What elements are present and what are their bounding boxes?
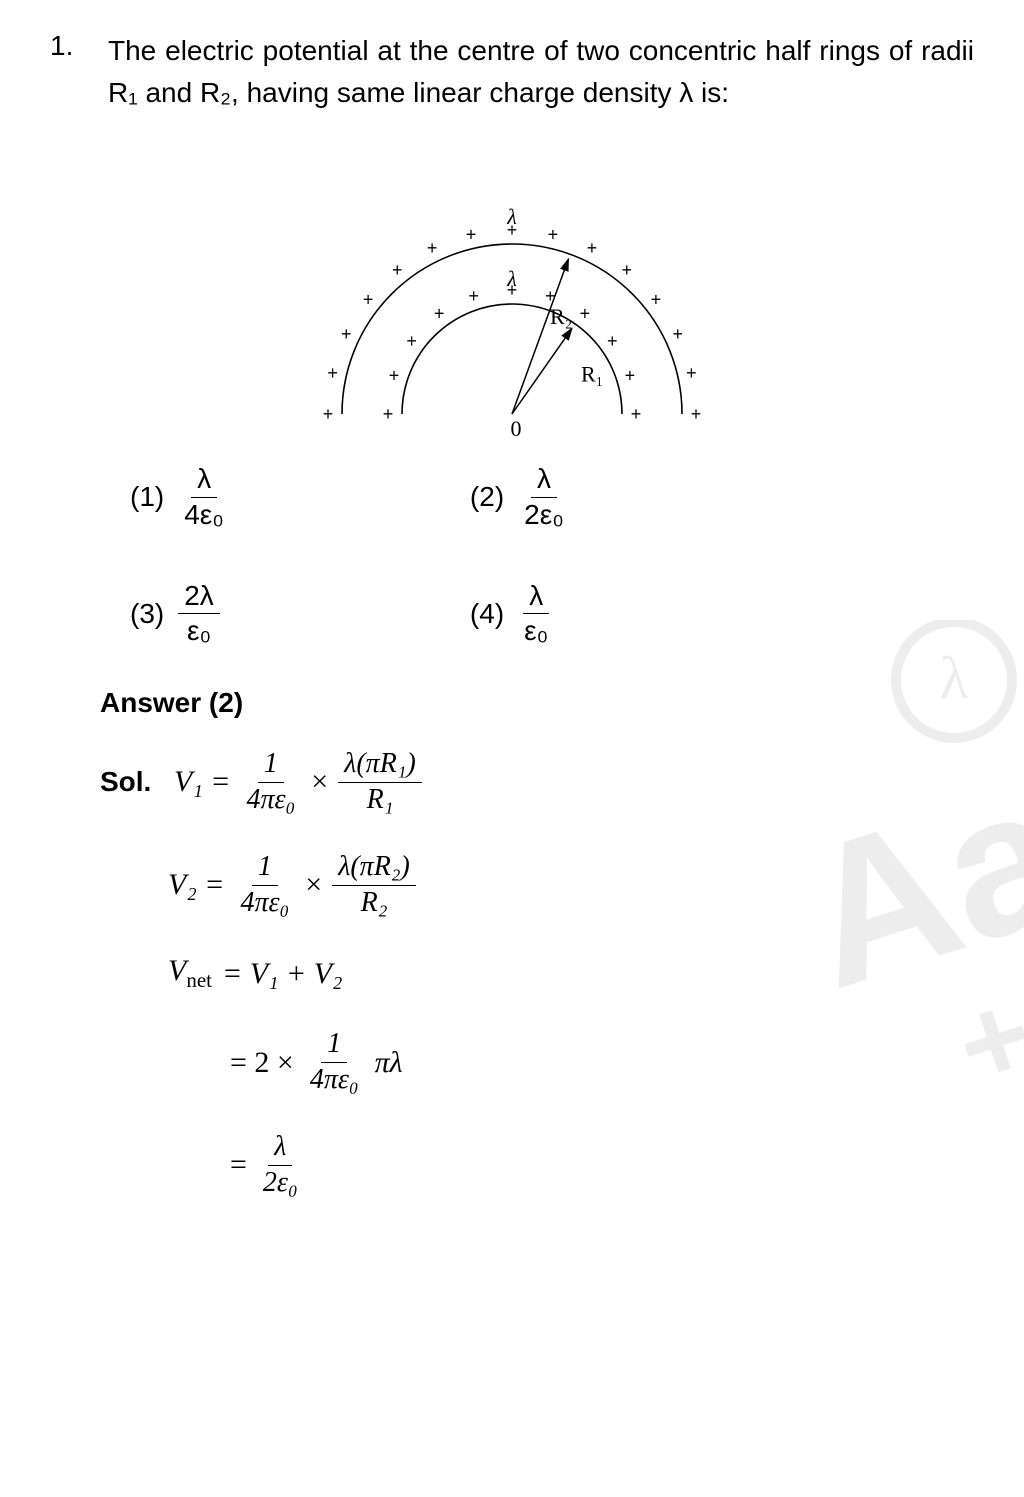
svg-text:+: +	[631, 404, 642, 424]
svg-text:+: +	[691, 404, 702, 424]
option-label: (4)	[470, 598, 504, 630]
option-fraction: 2λ ε₀	[178, 581, 220, 648]
svg-text:R₁: R₁	[581, 361, 603, 386]
solution-label: Sol.	[100, 766, 160, 798]
option-fraction: λ 4ε₀	[178, 464, 230, 531]
svg-text:+: +	[468, 286, 479, 306]
question-text: The electric potential at the centre of …	[108, 30, 974, 114]
svg-text:+: +	[548, 225, 559, 245]
svg-text:+: +	[580, 304, 591, 324]
diagram-container: ++++++++++++++++++++++++++R₁R₂λλ0	[50, 144, 974, 444]
option-1: (1) λ 4ε₀	[130, 464, 230, 531]
svg-text:+: +	[673, 324, 684, 344]
option-fraction: λ 2ε₀	[518, 464, 570, 531]
eq-v2: V₂ = 1 4πε₀ × λ(πR₂) R₂	[168, 852, 416, 919]
svg-text:+: +	[434, 304, 445, 324]
svg-text:+: +	[607, 331, 618, 351]
eq-final: = λ 2ε₀	[230, 1132, 304, 1199]
option-label: (3)	[130, 598, 164, 630]
options-grid: (1) λ 4ε₀ (3) 2λ ε₀ (2) λ 2ε₀ (4) λ	[130, 464, 974, 647]
svg-text:+: +	[686, 363, 697, 383]
option-fraction: λ ε₀	[518, 581, 554, 648]
svg-text:+: +	[625, 366, 636, 386]
half-rings-diagram: ++++++++++++++++++++++++++R₁R₂λλ0	[232, 144, 792, 444]
svg-text:+: +	[383, 404, 394, 424]
svg-text:0: 0	[511, 416, 522, 441]
svg-text:R₂: R₂	[550, 304, 572, 329]
svg-text:+: +	[545, 286, 556, 306]
eq-simplify: = 2 × 1 4πε₀ πλ	[230, 1029, 403, 1096]
svg-text:+: +	[651, 289, 662, 309]
eq-vnet: Vnet = V₁ + V₂	[168, 954, 342, 993]
option-label: (1)	[130, 481, 164, 513]
svg-text:+: +	[392, 260, 403, 280]
svg-text:+: +	[427, 238, 438, 258]
option-2: (2) λ 2ε₀	[470, 464, 570, 531]
svg-text:+: +	[406, 331, 417, 351]
solution-block: Sol. V₁ = 1 4πε₀ × λ(πR₁) R₁ V₂ = 1 4πε₀…	[100, 749, 974, 1198]
option-label: (2)	[470, 481, 504, 513]
svg-text:λ: λ	[506, 266, 517, 291]
eq-v1: V₁ = 1 4πε₀ × λ(πR₁) R₁	[174, 749, 422, 816]
option-4: (4) λ ε₀	[470, 581, 570, 648]
answer-line: Answer (2)	[100, 687, 974, 719]
svg-text:λ: λ	[506, 204, 517, 229]
option-3: (3) 2λ ε₀	[130, 581, 230, 648]
svg-text:+: +	[587, 238, 598, 258]
svg-text:+: +	[363, 289, 374, 309]
question-number: 1.	[50, 30, 80, 62]
svg-text:+: +	[389, 366, 400, 386]
svg-text:+: +	[323, 404, 334, 424]
svg-text:+: +	[341, 324, 352, 344]
svg-text:+: +	[327, 363, 338, 383]
question-row: 1. The electric potential at the centre …	[50, 30, 974, 114]
svg-text:+: +	[466, 225, 477, 245]
svg-text:+: +	[621, 260, 632, 280]
